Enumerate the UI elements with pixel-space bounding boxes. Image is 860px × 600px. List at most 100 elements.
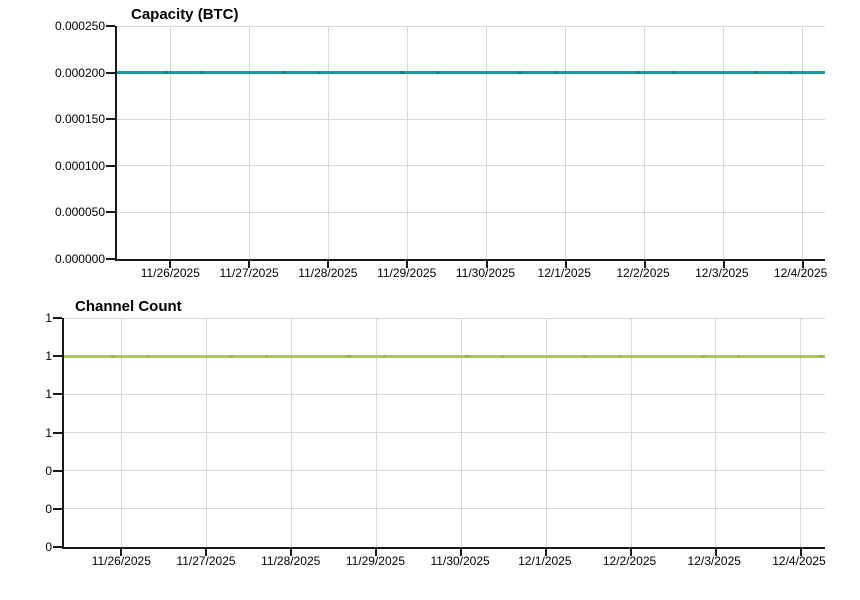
x-axis-tick-label: 11/27/2025 bbox=[176, 554, 236, 568]
capacity-chart-title: Capacity (BTC) bbox=[131, 6, 239, 23]
x-axis-tick bbox=[564, 259, 567, 268]
x-axis-tick bbox=[169, 259, 172, 268]
series-line-channel-count bbox=[64, 354, 825, 358]
channel-count-chart-plot-area bbox=[53, 317, 825, 556]
y-axis-tick-label: 0.000150 bbox=[54, 112, 105, 127]
x-axis-tick bbox=[799, 547, 802, 556]
x-axis-tick-label: 11/26/2025 bbox=[91, 554, 151, 568]
x-axis-tick-label: 11/30/2025 bbox=[430, 554, 490, 568]
x-axis-tick-label: 12/1/2025 bbox=[537, 266, 591, 280]
x-axis-tick-label: 12/3/2025 bbox=[687, 554, 741, 568]
y-axis-tick-label: 0.000200 bbox=[54, 65, 105, 80]
x-axis-tick bbox=[643, 259, 646, 268]
y-axis-tick-label: 0 bbox=[45, 501, 52, 516]
y-axis-tick bbox=[106, 25, 115, 27]
y-axis-tick bbox=[106, 211, 115, 214]
y-axis-tick bbox=[53, 355, 62, 358]
x-axis-tick bbox=[406, 259, 409, 268]
y-axis-tick-label: 0.000050 bbox=[54, 205, 105, 220]
y-axis-tick bbox=[53, 507, 62, 510]
x-axis-tick-label: 11/27/2025 bbox=[219, 266, 279, 280]
y-axis-tick bbox=[53, 393, 62, 396]
y-axis-tick bbox=[53, 431, 62, 434]
y-axis-tick bbox=[53, 546, 62, 548]
vertical-gridline bbox=[169, 26, 171, 259]
vertical-gridline bbox=[248, 26, 250, 259]
y-axis-tick bbox=[106, 71, 115, 74]
x-axis-tick bbox=[375, 547, 378, 556]
horizontal-gridline bbox=[64, 393, 825, 395]
x-axis-tick bbox=[485, 259, 488, 268]
capacity-chart-plot-area bbox=[106, 25, 825, 268]
x-axis-tick-label: 11/28/2025 bbox=[298, 266, 358, 280]
y-axis-tick-label: 0.000000 bbox=[54, 252, 105, 266]
y-axis-tick-label: 0.000100 bbox=[54, 158, 105, 173]
channel-count-x-axis-labels: 11/26/2025 11/27/2025 11/28/2025 11/29/2025… bbox=[64, 554, 826, 570]
vertical-gridline bbox=[290, 318, 292, 547]
x-axis-tick bbox=[290, 547, 293, 556]
x-axis-tick bbox=[460, 547, 463, 556]
y-axis-tick bbox=[53, 317, 62, 319]
vertical-gridline bbox=[644, 26, 646, 259]
y-axis-tick bbox=[106, 164, 115, 167]
channel-count-chart-title: Channel Count bbox=[75, 298, 182, 315]
y-axis-tick-label: 0 bbox=[45, 463, 52, 478]
x-axis-tick-label: 11/30/2025 bbox=[455, 266, 516, 280]
x-axis-tick bbox=[248, 259, 251, 268]
y-axis-tick-label: 1 bbox=[45, 349, 52, 364]
x-axis-tick bbox=[714, 547, 717, 556]
y-axis-tick bbox=[53, 469, 62, 472]
y-axis-tick-label: 0.000250 bbox=[54, 19, 105, 33]
y-axis-tick bbox=[106, 118, 115, 121]
horizontal-gridline bbox=[64, 470, 825, 472]
vertical-gridline bbox=[327, 26, 329, 259]
series-line-capacity bbox=[117, 71, 825, 75]
x-axis-tick bbox=[205, 547, 208, 556]
vertical-gridline bbox=[486, 26, 487, 259]
x-axis-tick-label: 11/29/2025 bbox=[345, 554, 405, 568]
x-axis-tick-label: 11/29/2025 bbox=[377, 266, 437, 280]
horizontal-gridline bbox=[64, 317, 825, 319]
vertical-gridline bbox=[630, 318, 632, 547]
y-axis-tick-label: 1 bbox=[45, 387, 52, 402]
x-axis-tick-label: 12/2/2025 bbox=[602, 554, 657, 568]
x-axis-tick-label: 12/2/2025 bbox=[616, 266, 670, 280]
y-axis-tick bbox=[106, 258, 115, 260]
vertical-gridline bbox=[460, 318, 462, 547]
x-axis-tick bbox=[630, 547, 633, 556]
vertical-gridline bbox=[565, 26, 567, 259]
horizontal-gridline bbox=[117, 118, 825, 120]
horizontal-gridline bbox=[117, 165, 825, 167]
vertical-gridline bbox=[375, 318, 377, 547]
horizontal-gridline bbox=[64, 508, 825, 510]
channel-count-y-axis-labels: 1 1 1 1 0 0 0 bbox=[0, 311, 52, 554]
vertical-gridline bbox=[545, 318, 547, 547]
y-axis-tick-label: 1 bbox=[45, 311, 52, 325]
vertical-gridline bbox=[800, 318, 802, 547]
vertical-gridline bbox=[406, 26, 408, 259]
x-axis-tick-label: 12/4/2025 bbox=[773, 266, 828, 280]
x-axis-tick-label: 12/1/2025 bbox=[518, 554, 572, 568]
x-axis-tick bbox=[801, 259, 804, 268]
vertical-gridline bbox=[120, 318, 122, 547]
capacity-y-axis-labels: 0.000250 0.000200 0.000150 0.000100 0.000050… bbox=[0, 19, 105, 266]
horizontal-gridline bbox=[117, 25, 825, 27]
horizontal-gridline bbox=[64, 432, 825, 433]
y-axis-tick-label: 0 bbox=[45, 540, 52, 554]
x-axis-tick-label: 11/28/2025 bbox=[261, 554, 321, 568]
x-axis-tick bbox=[545, 547, 548, 556]
horizontal-gridline bbox=[117, 211, 825, 213]
x-axis-tick-label: 11/26/2025 bbox=[140, 266, 200, 280]
y-axis-tick-label: 1 bbox=[45, 425, 52, 440]
x-axis-tick-label: 12/3/2025 bbox=[695, 266, 749, 280]
x-axis-tick bbox=[120, 547, 123, 556]
x-axis-tick-label: 12/4/2025 bbox=[772, 554, 826, 568]
vertical-gridline bbox=[723, 26, 725, 259]
vertical-gridline bbox=[205, 318, 207, 547]
x-axis-tick bbox=[722, 259, 725, 268]
vertical-gridline bbox=[715, 318, 717, 547]
vertical-gridline bbox=[802, 26, 804, 259]
x-axis-tick bbox=[327, 259, 330, 268]
capacity-x-axis-labels: 11/26/2025 11/27/2025 11/28/2025 11/29/2025… bbox=[117, 266, 828, 282]
